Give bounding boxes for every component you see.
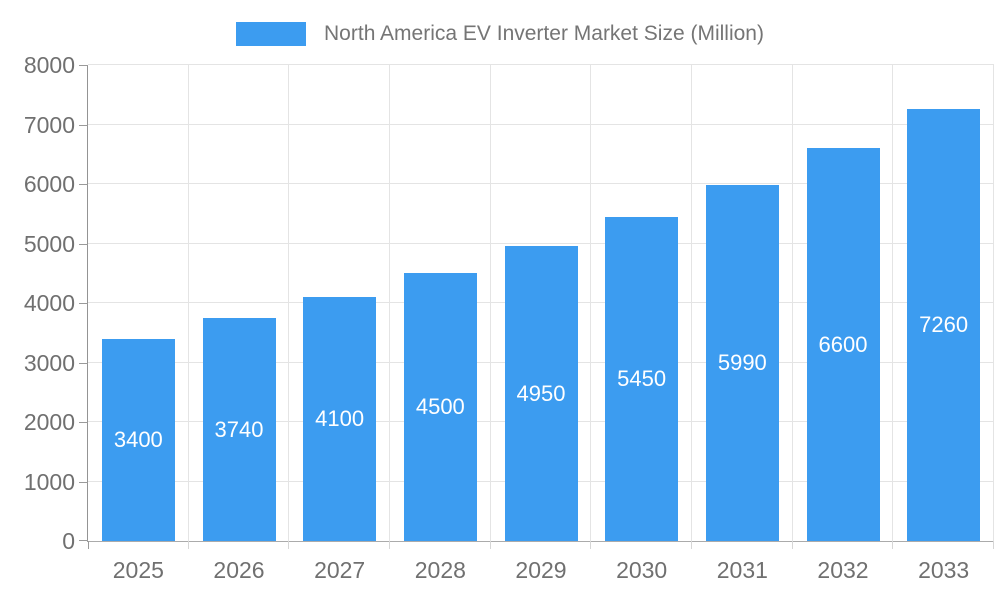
gridline-horizontal: [88, 123, 994, 125]
gridline-vertical: [187, 65, 189, 541]
y-axis-label: 8000: [23, 52, 75, 78]
y-axis-tick: [79, 362, 88, 364]
bar[interactable]: 3740: [202, 318, 276, 541]
y-axis-label: 7000: [23, 111, 75, 138]
bar-value-label: 4500: [415, 394, 465, 420]
y-axis-tick: [79, 184, 88, 185]
y-axis-tick: [79, 540, 88, 541]
gridline-horizontal: [88, 183, 994, 184]
bar-value-label: 5990: [717, 349, 767, 375]
bar[interactable]: 5450: [605, 216, 679, 541]
bar[interactable]: 4950: [504, 246, 578, 541]
x-axis-tick: [187, 541, 189, 549]
x-axis-label: 2032: [817, 557, 869, 583]
gridline-vertical: [590, 65, 592, 541]
x-axis-tick: [791, 541, 793, 549]
gridline-vertical: [489, 65, 491, 541]
bar[interactable]: 7260: [907, 109, 981, 541]
x-axis-label: 2026: [213, 557, 265, 583]
y-axis-tick: [79, 303, 88, 304]
x-axis-tick: [993, 541, 994, 549]
bar[interactable]: 4100: [303, 297, 377, 541]
y-axis-label: 2000: [23, 409, 75, 435]
gridline-vertical: [993, 65, 994, 541]
gridline-vertical: [691, 65, 692, 541]
y-axis-tick: [79, 124, 88, 126]
gridline-vertical: [791, 65, 793, 541]
gridline-vertical: [389, 65, 390, 541]
gridline-vertical: [892, 65, 894, 541]
x-axis-tick: [389, 541, 390, 549]
bar-value-label: 3740: [214, 416, 264, 442]
x-axis-tick: [88, 541, 89, 549]
bar-value-label: 4100: [315, 406, 365, 432]
x-axis-label: 2025: [112, 557, 164, 583]
bar-value-label: 5450: [617, 365, 667, 391]
y-axis-label: 6000: [23, 171, 75, 197]
bar-value-label: 7260: [919, 312, 969, 338]
bar[interactable]: 6600: [806, 148, 880, 541]
y-axis-tick: [79, 65, 88, 66]
x-axis-tick: [691, 541, 692, 549]
x-axis-label: 2033: [918, 557, 970, 583]
y-axis-label: 4000: [23, 290, 75, 316]
y-axis-label: 0: [62, 528, 75, 554]
x-axis-label: 2028: [414, 557, 466, 583]
bar-value-label: 3400: [113, 426, 163, 452]
legend-label: North America EV Inverter Market Size (M…: [324, 22, 764, 45]
y-axis-label: 5000: [23, 230, 75, 257]
x-axis-tick: [489, 541, 491, 549]
bar-value-label: 4950: [516, 380, 566, 406]
y-axis-label: 3000: [23, 349, 75, 376]
x-axis-label: 2029: [515, 557, 567, 583]
gridline-horizontal: [88, 242, 994, 244]
y-axis-label: 1000: [23, 468, 75, 495]
bar[interactable]: 3400: [101, 338, 175, 541]
y-axis-tick: [79, 243, 88, 245]
x-axis-tick: [288, 541, 290, 549]
y-axis-tick: [79, 422, 88, 423]
gridline-horizontal: [88, 64, 994, 65]
bar-value-label: 6600: [818, 331, 868, 357]
legend-swatch-icon: [236, 22, 307, 46]
gridline-vertical: [288, 65, 290, 541]
bar[interactable]: 5990: [705, 184, 779, 541]
x-axis-tick: [892, 541, 894, 549]
x-axis-label: 2027: [314, 557, 366, 583]
y-axis-tick: [79, 481, 88, 483]
plot-area: 0 1000 2000 3000 4000 5000 6000 7000 8000 3400 202…: [24, 54, 994, 582]
legend[interactable]: North America EV Inverter Market Size (M…: [0, 22, 1000, 46]
x-axis-label: 2031: [716, 557, 768, 583]
x-axis-label: 2030: [616, 557, 668, 583]
bar[interactable]: 4500: [403, 273, 477, 541]
x-axis-tick: [590, 541, 592, 549]
